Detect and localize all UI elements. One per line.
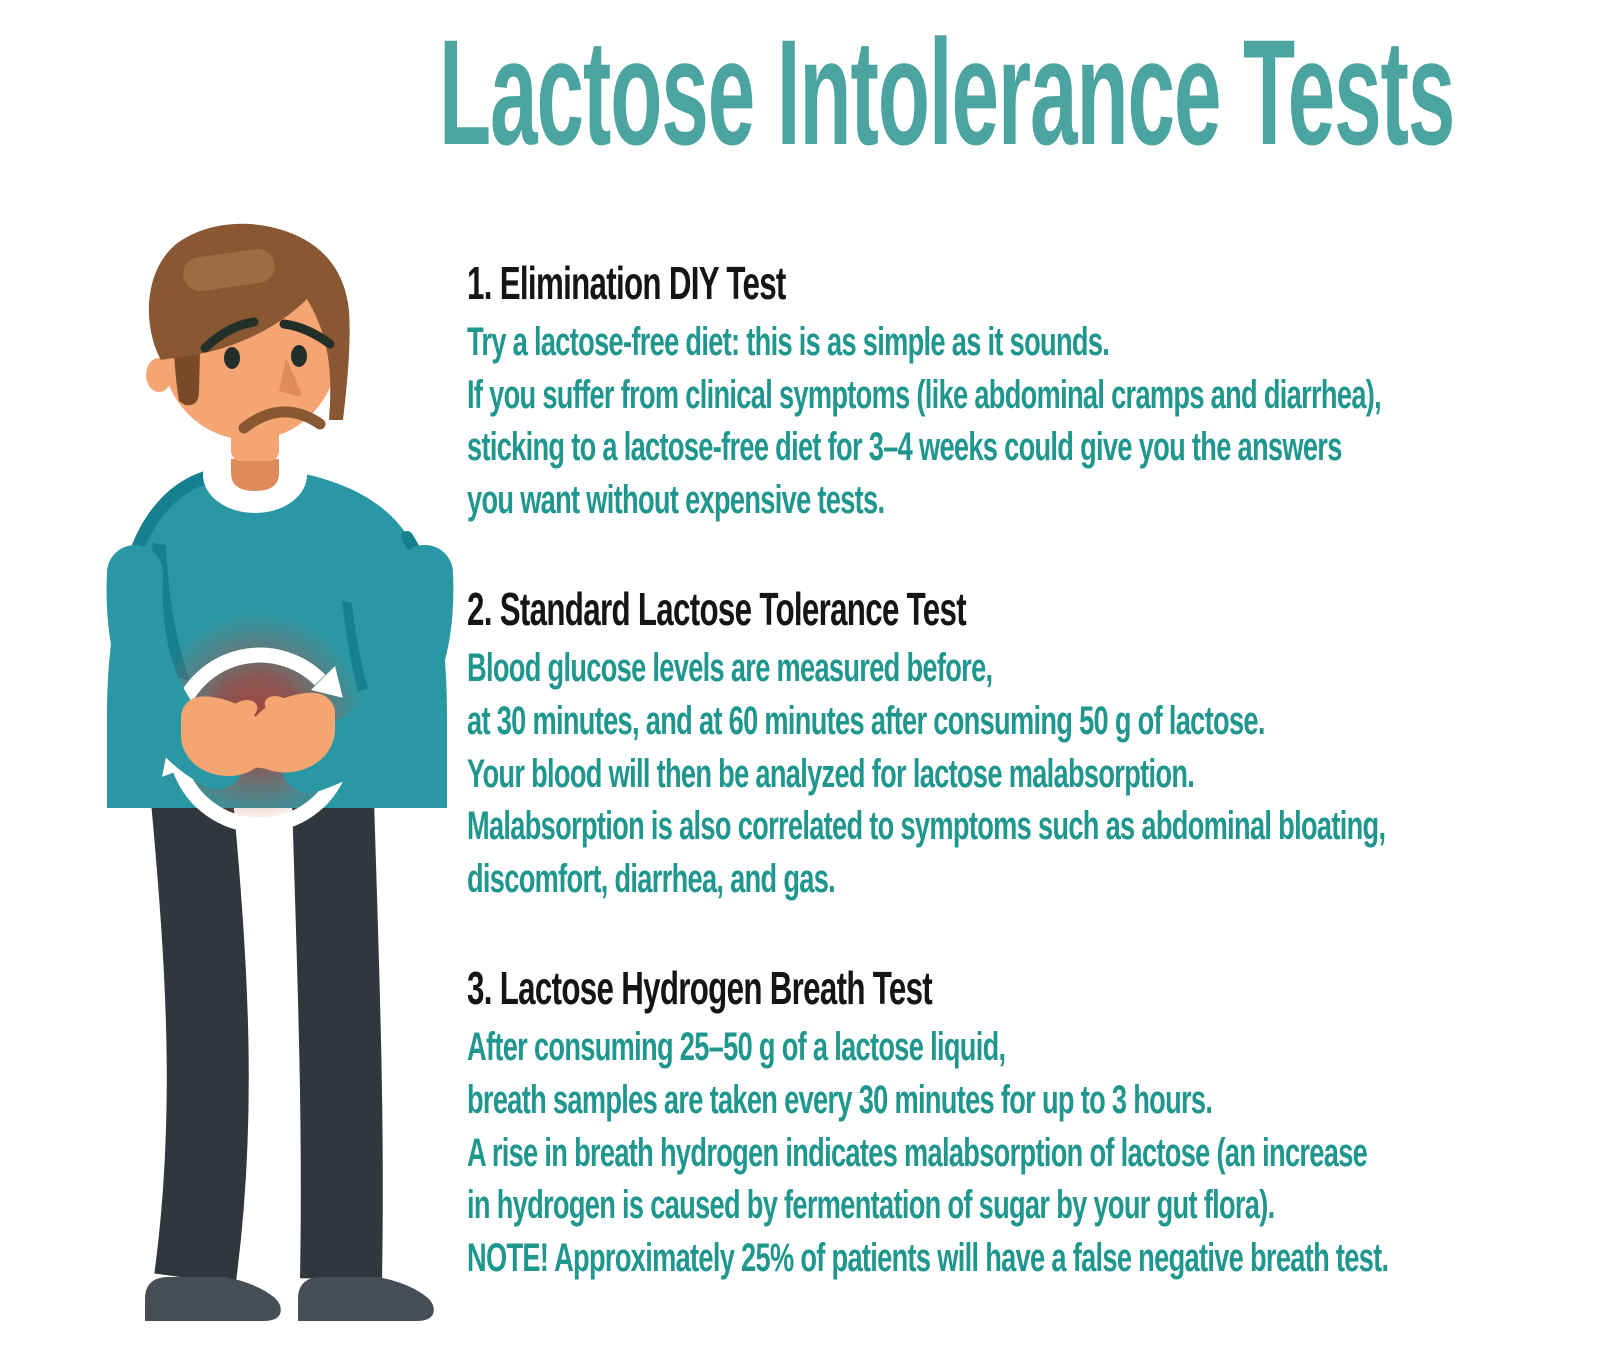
body-line: NOTE! Approximately 25% of patients will…: [467, 1235, 1389, 1280]
hands: [181, 692, 335, 776]
section-heading: 2. Standard Lactose Tolerance Test: [467, 583, 967, 636]
sweater-shade-left-shoulder: [128, 470, 214, 562]
body-line: in hydrogen is caused by fermentation of…: [467, 1183, 1275, 1228]
body-line: at 30 minutes, and at 60 minutes after c…: [467, 698, 1265, 743]
neck-shadow: [231, 459, 279, 491]
body-line: sticking to a lactose-free diet for 3–4 …: [467, 425, 1342, 470]
body-line: Your blood will then be analyzed for lac…: [467, 751, 1195, 796]
body-line: If you suffer from clinical symptoms (li…: [467, 372, 1382, 417]
sweater-shade-right-arm: [342, 601, 368, 692]
shoe-left: [145, 1277, 281, 1321]
head: [146, 223, 350, 440]
body-line: A rise in breath hydrogen indicates mala…: [467, 1130, 1368, 1175]
nose: [279, 358, 302, 397]
hair-highlight: [183, 248, 275, 292]
body-line: After consuming 25–50 g of a lactose liq…: [467, 1025, 1006, 1070]
shoe-right: [298, 1277, 434, 1321]
pants-left-leg: [151, 796, 249, 1285]
section-standard-lactose-tolerance-test: 2. Standard Lactose Tolerance Test Blood…: [467, 582, 1521, 905]
eye-left: [224, 347, 240, 369]
section-heading: 1. Elimination DIY Test: [467, 257, 786, 309]
man-illustration: [106, 223, 454, 1321]
body-line: Blood glucose levels are measured before…: [467, 646, 993, 691]
eyebrow-left: [200, 317, 259, 353]
mouth-frown: [238, 406, 326, 434]
body-line: Malabsorption is also correlated to symp…: [467, 804, 1386, 849]
body-line: Try a lactose-free diet: this is as simp…: [467, 320, 1110, 364]
section-lactose-hydrogen-breath-test: 3. Lactose Hydrogen Breath Test After co…: [467, 961, 1521, 1284]
eye-right: [291, 345, 307, 367]
body-line: you want without expensive tests.: [467, 477, 885, 522]
section-elimination-diy-test: 1. Elimination DIY Test Try a lactose-fr…: [467, 256, 1521, 526]
sleeve-right: [281, 545, 454, 793]
eyebrow-right: [279, 319, 335, 349]
page-title: Lactose Intolerance Tests: [0, 16, 1600, 216]
body-line: breath samples are taken every 30 minute…: [467, 1077, 1213, 1122]
section-heading: 3. Lactose Hydrogen Breath Test: [467, 962, 933, 1015]
page-title-text: Lactose Intolerance Tests: [438, 8, 1455, 176]
pants-right-leg: [292, 798, 383, 1280]
test-descriptions: 1. Elimination DIY Test Try a lactose-fr…: [467, 256, 1521, 1340]
body-line: discomfort, diarrhea, and gas.: [467, 856, 836, 901]
